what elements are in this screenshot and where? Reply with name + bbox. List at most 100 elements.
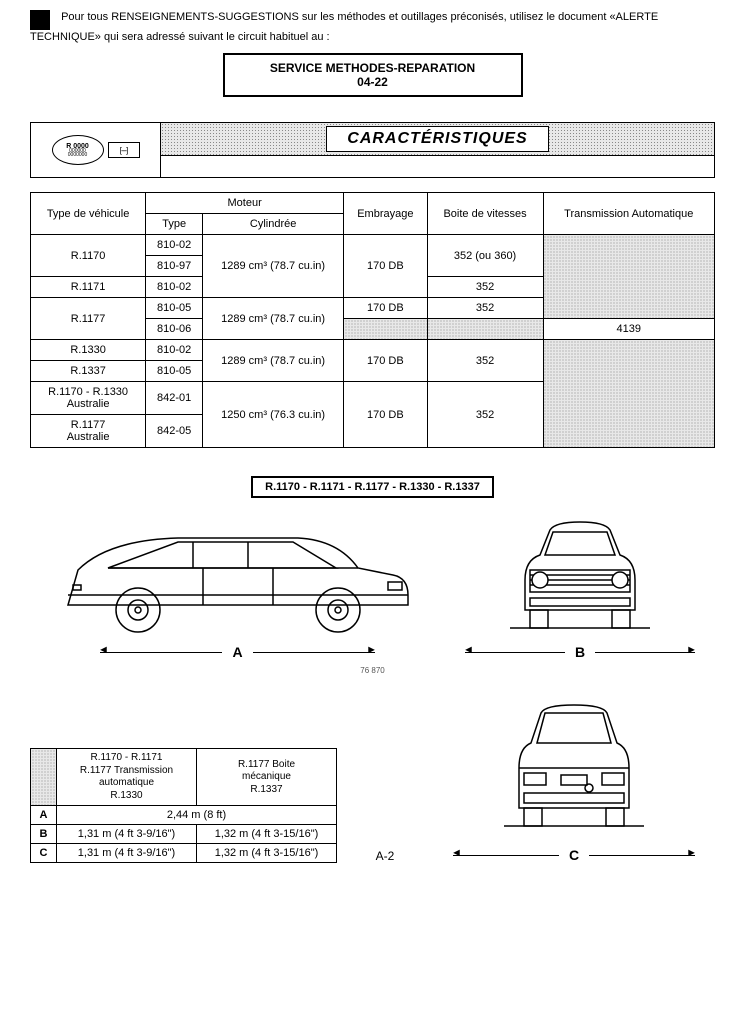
table-row: C 1,31 m (4 ft 3-9/16") 1,32 m (4 ft 3-1… (31, 844, 337, 863)
th-transmission: Transmission Automatique (543, 193, 715, 235)
table-header-row: Type de véhicule Moteur Embrayage Boite … (31, 193, 715, 214)
cell-line: automatique (65, 777, 188, 790)
th-moteur: Moteur (146, 193, 344, 214)
row-label-B: B (31, 825, 57, 844)
table-row: R.1170 810-02 1289 cm³ (78.7 cu.in) 170 … (31, 235, 715, 256)
oval-l3: 0000000 (68, 153, 87, 157)
cell: R.1171 (31, 277, 146, 298)
cell: 810-05 (146, 361, 203, 382)
table-row: R.1170 - R.1171 R.1177 Transmission auto… (31, 749, 337, 806)
car-front-view: B (445, 510, 715, 660)
arrow-left-icon (465, 652, 565, 653)
car-side-view: A (30, 510, 435, 660)
intro-text: Pour tous RENSEIGNEMENTS-SUGGESTIONS sur… (30, 10, 715, 45)
th-boite: Boite de vitesses (427, 193, 543, 235)
cell: 842-05 (146, 415, 203, 448)
cell: 170 DB (344, 382, 427, 448)
cell: 4139 (543, 319, 715, 340)
cell: 1,32 m (4 ft 3-15/16") (197, 825, 337, 844)
dim-head-col1: R.1170 - R.1171 R.1177 Transmission auto… (57, 749, 197, 806)
header-right: CARACTÉRISTIQUES (161, 123, 714, 177)
cell-line: R.1330 (65, 790, 188, 803)
arrow-right-icon (253, 652, 375, 653)
cell-hatched (543, 235, 715, 319)
cell: 810-02 (146, 235, 203, 256)
cell: 810-05 (146, 298, 203, 319)
header-left-cell: R 0000 000000 0000000 [---] (31, 123, 161, 177)
label-B: B (565, 644, 595, 660)
th-embrayage: Embrayage (344, 193, 427, 235)
table-row: B 1,31 m (4 ft 3-9/16") 1,32 m (4 ft 3-1… (31, 825, 337, 844)
cell: 1,31 m (4 ft 3-9/16") (57, 844, 197, 863)
section-title: CARACTÉRISTIQUES (326, 126, 548, 152)
cell: 1,31 m (4 ft 3-9/16") (57, 825, 197, 844)
cell: 170 DB (344, 298, 427, 319)
header-blank-strip (161, 156, 714, 178)
car-front-icon (495, 510, 665, 640)
cell: 810-02 (146, 340, 203, 361)
car-rear-view: C (433, 693, 715, 863)
cell: 170 DB (344, 235, 427, 298)
cell: 810-02 (146, 277, 203, 298)
cell: R.1177 Australie (31, 415, 146, 448)
th-cylindree: Cylindrée (203, 214, 344, 235)
service-title: SERVICE METHODES-REPARATION (235, 61, 511, 75)
dim-head-col2: R.1177 Boite mécanique R.1337 (197, 749, 337, 806)
cell: 2,44 m (8 ft) (57, 806, 337, 825)
cell: 1289 cm³ (78.7 cu.in) (203, 340, 344, 382)
cell: 170 DB (344, 340, 427, 382)
cell-line: R.1177 Transmission (65, 765, 188, 778)
models-title-box: R.1170 - R.1171 - R.1177 - R.1330 - R.13… (251, 476, 494, 498)
cell: 352 (427, 298, 543, 319)
cell: R.1330 (31, 340, 146, 361)
cell-line: R.1177 (37, 419, 139, 431)
service-code: 04-22 (235, 75, 511, 89)
cell-line: R.1177 Boite (205, 759, 328, 772)
cell-hatched (427, 319, 543, 340)
rect-dashes: [---] (120, 146, 127, 155)
black-square-icon (30, 10, 50, 30)
table-row: A 2,44 m (8 ft) (31, 806, 337, 825)
tiny-print: 76 870 (30, 666, 715, 675)
service-box: SERVICE METHODES-REPARATION 04-22 (223, 53, 523, 97)
cell: 810-06 (146, 319, 203, 340)
label-C: C (559, 847, 589, 863)
dim-C: C (433, 847, 715, 863)
cell: R.1170 - R.1330 Australie (31, 382, 146, 415)
cell-line: Australie (37, 398, 139, 410)
car-views-row: A B (30, 510, 715, 660)
cell: 352 (427, 277, 543, 298)
cell: 842-01 (146, 382, 203, 415)
cell: 1289 cm³ (78.7 cu.in) (203, 298, 344, 340)
cell-line: R.1170 - R.1330 (37, 386, 139, 398)
cell: 1,32 m (4 ft 3-15/16") (197, 844, 337, 863)
row-label-A: A (31, 806, 57, 825)
cell: 1289 cm³ (78.7 cu.in) (203, 235, 344, 298)
header-bar: R 0000 000000 0000000 [---] CARACTÉRISTI… (30, 122, 715, 178)
cell: 810-97 (146, 256, 203, 277)
arrow-right-icon (595, 652, 695, 653)
cell: 352 (427, 382, 543, 448)
cell-line: mécanique (205, 771, 328, 784)
dim-table: R.1170 - R.1171 R.1177 Transmission auto… (30, 748, 337, 863)
cell-line: R.1337 (205, 784, 328, 797)
row-label-C: C (31, 844, 57, 863)
cell-hatched (543, 340, 715, 448)
plate-rect-icon: [---] (108, 142, 140, 158)
label-A: A (222, 644, 252, 660)
table-row: R.1330 810-02 1289 cm³ (78.7 cu.in) 170 … (31, 340, 715, 361)
page-number: A-2 (355, 849, 415, 863)
arrow-left-icon (100, 652, 222, 653)
car-rear-icon (489, 693, 659, 843)
cell-line: R.1170 - R.1171 (65, 752, 188, 765)
cell: 352 (ou 360) (427, 235, 543, 277)
arrow-left-icon (453, 855, 559, 856)
th-vehicle: Type de véhicule (31, 193, 146, 235)
th-type: Type (146, 214, 203, 235)
dim-A: A (30, 644, 435, 660)
arrow-right-icon (589, 855, 695, 856)
bottom-area: R.1170 - R.1171 R.1177 Transmission auto… (30, 693, 715, 863)
dim-B: B (445, 644, 715, 660)
cell-hatched (31, 749, 57, 806)
cell: R.1337 (31, 361, 146, 382)
